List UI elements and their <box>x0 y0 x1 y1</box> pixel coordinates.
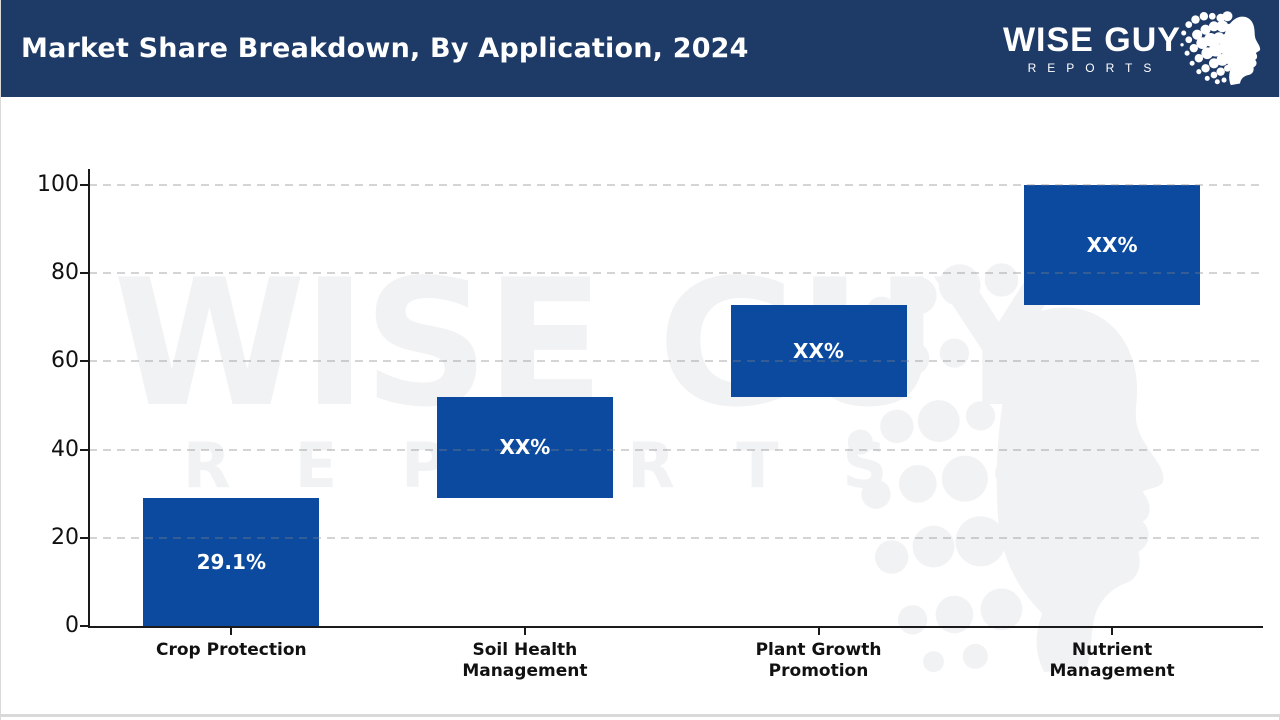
bar-value-label-4: XX% <box>1086 232 1138 257</box>
x-category-label-2: Soil Health Management <box>462 640 588 681</box>
y-tick-0 <box>80 625 89 627</box>
y-tick-label-20: 20 <box>51 524 79 550</box>
bar-3 <box>730 304 907 398</box>
y-tick-label-40: 40 <box>51 436 79 462</box>
watermark-face-icon <box>836 263 1164 672</box>
gridline-100 <box>89 184 1263 186</box>
y-tick-label-60: 60 <box>51 348 79 374</box>
bar-value-label-3: XX% <box>793 339 844 364</box>
bar-value-label-2: XX% <box>499 435 551 460</box>
bar-1 <box>143 497 320 626</box>
x-tick-1 <box>230 628 233 635</box>
x-tick-3 <box>817 628 820 635</box>
page-title: Market Share Breakdown, By Application, … <box>21 33 749 64</box>
header-bar: Market Share Breakdown, By Application, … <box>1 0 1279 97</box>
y-axis-line <box>88 169 90 628</box>
y-tick-80 <box>80 272 89 275</box>
x-axis-line <box>89 626 1263 628</box>
wiseguy-face-icon <box>1180 10 1261 85</box>
y-tick-label-0: 0 <box>65 613 79 638</box>
y-tick-label-80: 80 <box>51 260 79 286</box>
brand-subtitle: REPORTS <box>1027 60 1163 75</box>
x-category-label-3: Plant Growth Promotion <box>755 640 882 681</box>
brand-logo: WISE GUY REPORTS <box>1003 8 1261 90</box>
gridline-20 <box>89 536 1263 539</box>
y-tick-100 <box>80 184 89 186</box>
x-tick-2 <box>523 628 526 635</box>
y-tick-20 <box>80 536 89 539</box>
y-tick-label-100: 100 <box>37 172 79 197</box>
bar-2 <box>436 397 613 498</box>
x-tick-4 <box>1111 628 1114 635</box>
y-tick-40 <box>80 448 89 451</box>
x-category-label-4: Nutrient Management <box>1049 640 1175 681</box>
y-tick-60 <box>80 360 89 363</box>
x-category-label-1: Crop Protection <box>155 640 307 660</box>
gridline-80 <box>89 272 1263 275</box>
brand-text: WISE GUY REPORTS <box>1003 23 1181 75</box>
brand-name: WISE GUY <box>1002 20 1181 59</box>
bar-4 <box>1024 185 1201 305</box>
gridline-40 <box>89 448 1263 451</box>
gridline-60 <box>89 360 1263 363</box>
bar-value-label-1: 29.1% <box>196 549 266 574</box>
